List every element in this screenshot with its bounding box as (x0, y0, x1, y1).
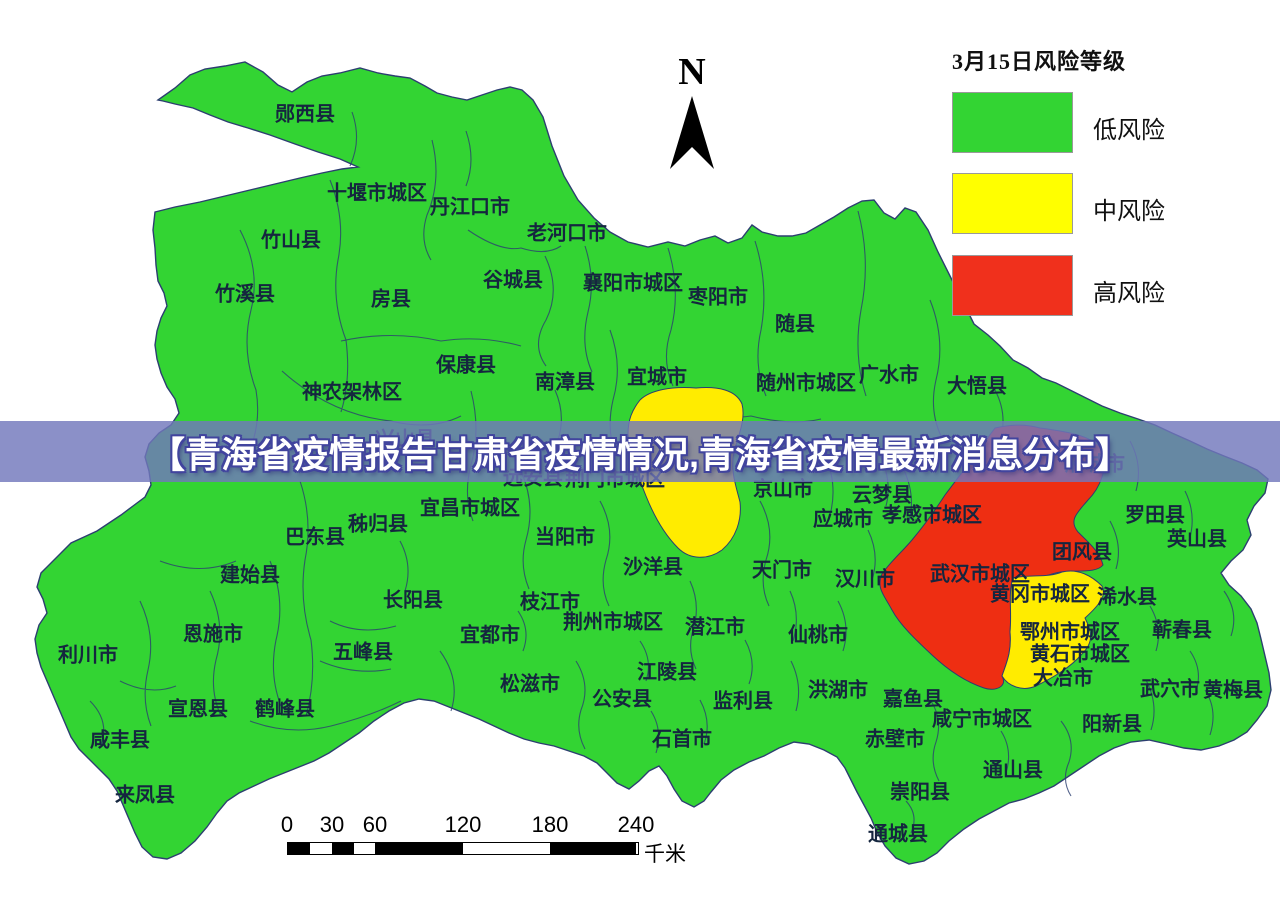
region-label: 建始县 (220, 564, 280, 587)
legend-swatch-medium (952, 173, 1073, 234)
region-label: 来凤县 (115, 784, 175, 807)
banner-text: 【青海省疫情报告甘肃省疫情情况,青海省疫情最新消息分布】 (148, 433, 1131, 475)
north-arrow-icon (670, 96, 714, 169)
county-boundaries (89, 111, 1235, 834)
medium-risk-region-ezhou (1001, 570, 1104, 689)
region-label: 汉川市 (835, 568, 895, 591)
region-label: 随州市城区 (756, 372, 856, 395)
region-label: 保康县 (436, 354, 496, 377)
region-label: 丹江口市 (430, 196, 510, 219)
region-label: 宣恩县 (168, 698, 228, 721)
region-label: 云梦县 (852, 484, 912, 507)
region-label: 宜城市 (627, 366, 687, 389)
region-label: 石首市 (652, 728, 712, 751)
legend-swatch-high (952, 255, 1073, 316)
scale-unit: 千米 (644, 842, 686, 866)
legend-label-low: 低风险 (1093, 118, 1165, 144)
north-label: N (678, 51, 706, 93)
region-label: 通城县 (868, 823, 928, 846)
region-label: 五峰县 (333, 641, 393, 664)
region-label: 嘉鱼县 (883, 688, 943, 711)
region-label: 潜江市 (685, 616, 745, 639)
region-label: 蕲春县 (1152, 619, 1212, 642)
region-label: 松滋市 (500, 673, 560, 696)
region-label: 枣阳市 (688, 286, 748, 309)
region-label: 团风县 (1052, 541, 1112, 564)
region-label: 孝感市城区 (882, 504, 982, 527)
region-label: 秭归县 (348, 513, 408, 536)
region-label: 鄂州市城区 (1020, 621, 1120, 644)
region-label: 阳新县 (1082, 713, 1142, 736)
region-label: 房县 (371, 288, 411, 311)
region-label: 竹溪县 (215, 283, 275, 306)
region-label: 应城市 (813, 508, 873, 531)
region-label: 谷城县 (483, 269, 543, 292)
region-label: 襄阳市城区 (583, 272, 683, 295)
region-label: 监利县 (713, 690, 773, 713)
region-label: 黄冈市城区 (990, 583, 1090, 606)
region-label: 随县 (775, 313, 815, 336)
scale-segment (332, 843, 354, 854)
risk-legend: 3月15日风险等级 低风险 中风险 高风险 (950, 40, 1190, 330)
scale-tick: 30 (319, 812, 345, 837)
region-label: 鹤峰县 (255, 698, 315, 721)
region-label: 大冶市 (1033, 667, 1093, 690)
legend-label-medium: 中风险 (1093, 199, 1165, 225)
scale-tick: 180 (531, 812, 569, 837)
scale-tick: 60 (362, 812, 388, 837)
region-label: 老河口市 (527, 222, 607, 245)
region-label: 南漳县 (535, 371, 595, 394)
scale-segment (375, 843, 463, 854)
scale-tick: 120 (444, 812, 482, 837)
region-label: 武穴市 (1140, 678, 1200, 701)
region-label: 宜都市 (460, 624, 520, 647)
legend-label-high: 高风险 (1093, 281, 1165, 307)
region-label: 神农架林区 (302, 381, 402, 404)
region-label: 巴东县 (285, 526, 345, 549)
region-label: 仙桃市 (788, 624, 848, 647)
region-label: 崇阳县 (890, 781, 950, 804)
region-label: 大悟县 (947, 375, 1007, 398)
region-label: 赤壁市 (865, 728, 925, 751)
region-label: 通山县 (983, 759, 1043, 782)
region-label: 英山县 (1167, 528, 1227, 551)
region-label: 当阳市 (535, 526, 595, 549)
scale-tick: 0 (280, 812, 294, 837)
region-label: 公安县 (592, 688, 652, 711)
region-label: 咸宁市城区 (932, 708, 1032, 731)
region-label: 十堰市城区 (327, 182, 427, 205)
region-label: 浠水县 (1097, 586, 1157, 609)
region-label: 京山市 (753, 478, 813, 501)
region-label: 恩施市 (183, 623, 243, 646)
region-label: 长阳县 (383, 589, 443, 612)
region-label: 江陵县 (637, 661, 697, 684)
region-label: 罗田县 (1125, 504, 1185, 527)
scale-bar (287, 842, 639, 855)
region-label: 天门市 (752, 559, 812, 582)
region-label: 武汉市城区 (930, 563, 1030, 586)
scale-segment (550, 843, 636, 854)
region-label: 洪湖市 (808, 679, 868, 702)
region-label: 广水市 (859, 364, 919, 387)
region-label: 利川市 (58, 644, 118, 667)
title-banner: 【青海省疫情报告甘肃省疫情情况,青海省疫情最新消息分布】 (0, 421, 1280, 482)
region-label: 咸丰县 (90, 729, 150, 752)
legend-swatch-low (952, 92, 1073, 153)
scale-tick: 240 (617, 812, 655, 837)
region-label: 沙洋县 (623, 556, 683, 579)
region-label: 宜昌市城区 (420, 497, 520, 520)
scale-segment (288, 843, 310, 854)
region-label: 荆州市城区 (563, 611, 663, 634)
region-label: 黄石市城区 (1030, 643, 1130, 666)
region-label: 枝江市 (520, 591, 580, 614)
region-label: 郧西县 (275, 103, 335, 126)
region-label: 竹山县 (261, 229, 321, 252)
legend-title: 3月15日风险等级 (952, 49, 1127, 74)
region-label: 黄梅县 (1203, 679, 1263, 702)
